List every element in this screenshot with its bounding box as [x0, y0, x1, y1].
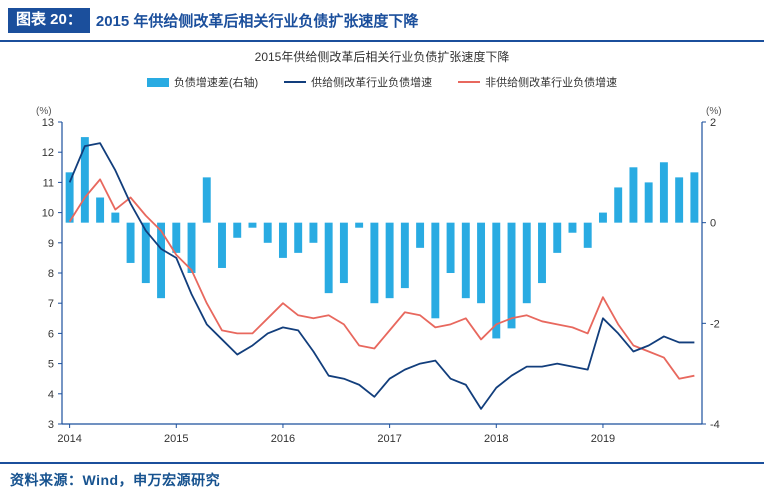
svg-text:2016: 2016 [271, 433, 295, 445]
svg-text:2017: 2017 [377, 433, 401, 445]
svg-text:-2: -2 [710, 318, 720, 330]
page-title: 2015 年供给侧改革后相关行业负债扩张速度下降 [95, 12, 419, 30]
svg-text:(%): (%) [36, 106, 52, 117]
svg-text:11: 11 [43, 177, 54, 189]
svg-text:13: 13 [42, 117, 54, 129]
svg-text:5: 5 [48, 359, 54, 371]
legend-item-nonreform: 非供给侧改革行业负债增速 [458, 74, 617, 90]
svg-text:-4: -4 [710, 419, 720, 431]
svg-text:2014: 2014 [57, 433, 81, 445]
legend-swatch-line2-icon [458, 81, 481, 83]
chart-title: 2015年供给侧改革后相关行业负债扩张速度下降 [254, 50, 510, 64]
figure-number-badge: 图表 20： [8, 7, 90, 33]
legend-item-bar: 负债增速差(右轴) [146, 74, 259, 90]
svg-text:2015: 2015 [164, 433, 188, 445]
svg-text:2018: 2018 [484, 433, 508, 445]
svg-text:3: 3 [48, 419, 54, 431]
svg-text:9: 9 [48, 238, 54, 250]
svg-text:2: 2 [710, 117, 716, 129]
legend-label-bar: 负债增速差(右轴) [173, 77, 259, 89]
title-bar: 图表 20： 2015 年供给侧改革后相关行业负债扩张速度下降 [0, 0, 764, 42]
legend-swatch-line-icon [284, 81, 307, 83]
plot-area: 3 4 5 6 7 8 9 10 11 12 13 -4 -2 0 2 (%) (%) 2014 2015 2016 2… [0, 98, 764, 460]
svg-text:10: 10 [42, 208, 54, 220]
svg-text:(%): (%) [706, 106, 722, 117]
footer-divider [0, 462, 764, 464]
svg-text:2019: 2019 [591, 433, 615, 445]
svg-text:6: 6 [48, 328, 54, 340]
svg-text:7: 7 [48, 298, 54, 310]
source-note: 资料来源：Wind，申万宏源研究 [10, 472, 221, 488]
svg-text:0: 0 [710, 218, 716, 230]
chart-legend: 负债增速差(右轴) 供给侧改革行业负债增速 非供给侧改革行业负债增速 [0, 74, 764, 90]
legend-label-nonreform: 非供给侧改革行业负债增速 [485, 77, 618, 89]
legend-item-reform: 供给侧改革行业负债增速 [284, 74, 432, 90]
legend-label-reform: 供给侧改革行业负债增速 [311, 77, 433, 89]
legend-swatch-bar-icon [146, 77, 169, 87]
svg-text:4: 4 [48, 389, 54, 401]
chart-container: 2015年供给侧改革后相关行业负债扩张速度下降 负债增速差(右轴) 供给侧改革行… [0, 42, 764, 460]
svg-text:8: 8 [48, 268, 54, 280]
svg-text:12: 12 [42, 147, 54, 159]
